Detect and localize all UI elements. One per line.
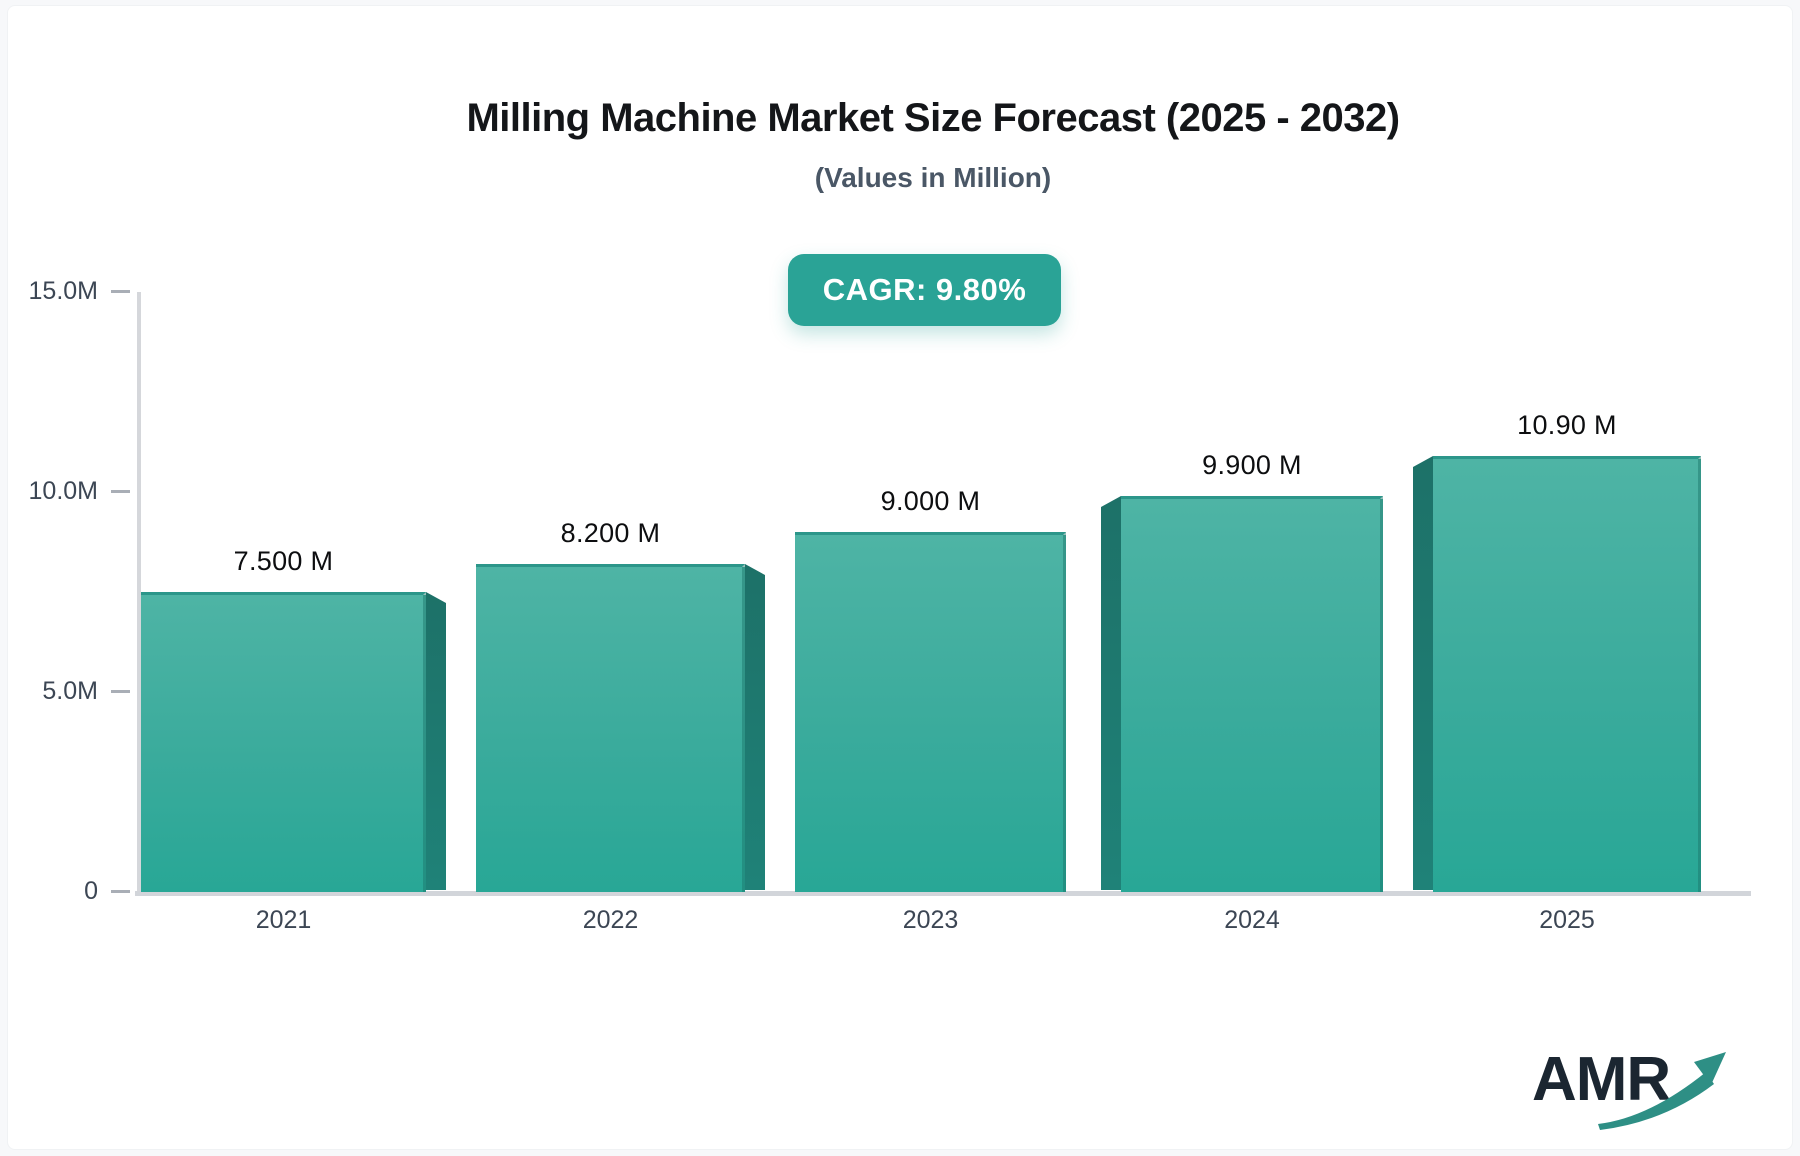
amr-logo: AMR bbox=[1532, 1038, 1732, 1134]
bar-face bbox=[1433, 456, 1701, 892]
bar-face bbox=[1121, 496, 1383, 892]
y-axis-tick bbox=[111, 690, 130, 693]
chart-subtitle: (Values in Million) bbox=[814, 162, 1052, 193]
bar-face bbox=[795, 532, 1066, 892]
bar-face bbox=[476, 564, 745, 892]
bar-face bbox=[141, 592, 426, 892]
bar-side-face bbox=[1101, 496, 1121, 890]
bar-value-label: 10.90 M bbox=[1517, 410, 1617, 440]
cagr-badge-label: CAGR: 9.80% bbox=[822, 272, 1027, 307]
chart-title: Milling Machine Market Size Forecast (20… bbox=[466, 96, 1400, 140]
x-axis-label: 2024 bbox=[1224, 906, 1280, 934]
bar-value-label: 9.900 M bbox=[1202, 450, 1302, 480]
growth-arrow-icon bbox=[1598, 1052, 1726, 1130]
cagr-badge: CAGR: 9.80% bbox=[788, 254, 1061, 326]
bar-side-face bbox=[1413, 456, 1433, 890]
y-axis-tick bbox=[111, 490, 130, 493]
x-axis-label: 2025 bbox=[1539, 906, 1595, 934]
y-axis-tick-label: 0 bbox=[84, 877, 98, 905]
x-axis-label: 2023 bbox=[902, 906, 959, 934]
chart-card: Milling Machine Market Size Forecast (20… bbox=[7, 5, 1793, 1150]
bar-value-label: 7.500 M bbox=[233, 546, 334, 576]
y-axis-tick bbox=[111, 290, 130, 293]
x-axis-label: 2022 bbox=[582, 906, 639, 934]
amr-logo-text: AMR bbox=[1532, 1045, 1671, 1114]
y-axis-tick-label: 10.0M bbox=[28, 477, 98, 505]
x-axis-baseline bbox=[135, 891, 1751, 896]
x-axis-label: 2021 bbox=[255, 906, 312, 934]
y-axis-tick bbox=[111, 890, 130, 893]
bar-side-face bbox=[426, 592, 446, 890]
y-axis-line bbox=[137, 292, 141, 893]
bar-value-label: 9.000 M bbox=[880, 486, 981, 516]
bar-side-face bbox=[745, 564, 765, 890]
bar-value-label: 8.200 M bbox=[560, 518, 661, 548]
y-axis-tick-label: 5.0M bbox=[42, 677, 98, 705]
y-axis-tick-label: 15.0M bbox=[28, 277, 98, 305]
